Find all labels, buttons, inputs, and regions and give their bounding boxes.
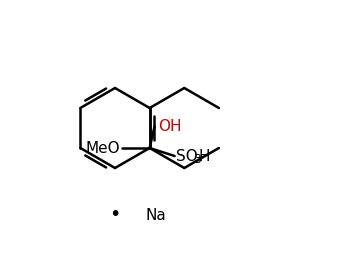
Text: •: • (109, 205, 121, 225)
Text: H: H (199, 148, 210, 163)
Text: OH: OH (158, 119, 181, 133)
Text: 3: 3 (193, 153, 201, 166)
Text: MeO: MeO (85, 140, 120, 155)
Text: Na: Na (145, 207, 166, 222)
Text: SO: SO (176, 148, 197, 163)
